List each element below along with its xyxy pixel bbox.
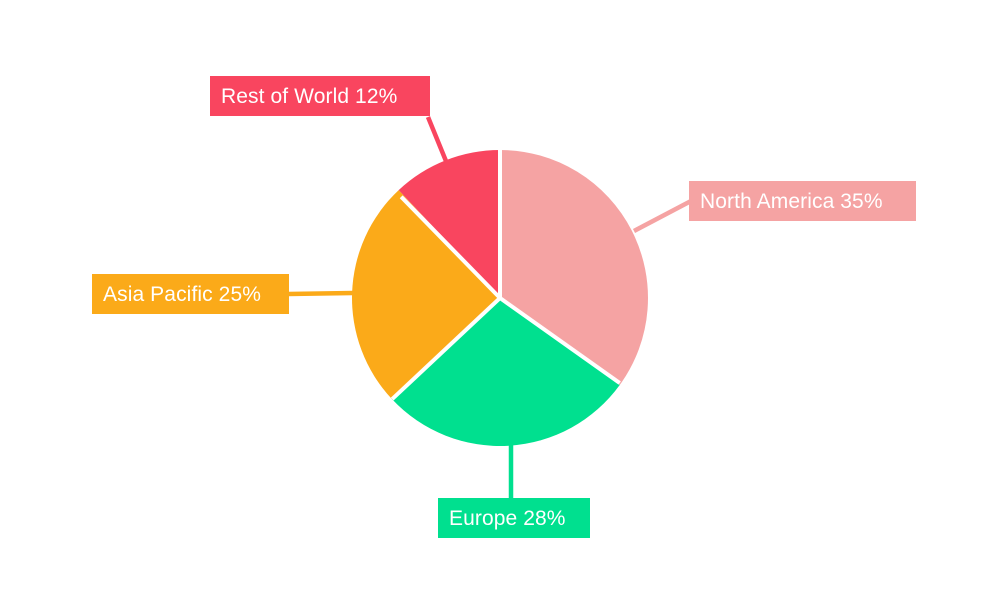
leader-line-asia-pacific xyxy=(287,290,354,297)
separator-north-america-europe xyxy=(498,296,621,385)
pie-slice-rest-of-world[interactable] xyxy=(398,150,500,298)
pie-label-rest-of-world-text: Rest of World 12% xyxy=(221,84,398,108)
slice-separators xyxy=(390,150,621,401)
leader-line-rest-of-world xyxy=(425,116,451,167)
pie-slices xyxy=(352,150,648,446)
pie-slice-north-america[interactable] xyxy=(500,150,648,385)
pie-label-rest-of-world[interactable]: Rest of World 12% xyxy=(210,76,430,116)
pie-label-north-america[interactable]: North America 35% xyxy=(689,181,916,221)
leader-line-north-america xyxy=(632,199,693,233)
separator-asia-pacific-rest-of-world xyxy=(399,195,502,300)
leader-lines xyxy=(287,116,693,500)
separator-europe-asia-pacific xyxy=(390,296,502,401)
pie-slice-asia-pacific[interactable] xyxy=(352,190,500,400)
pie-label-europe[interactable]: Europe 28% xyxy=(438,498,590,538)
pie-label-north-america-text: North America 35% xyxy=(700,189,883,213)
pie-label-asia-pacific[interactable]: Asia Pacific 25% xyxy=(92,274,289,314)
pie-slice-europe[interactable] xyxy=(392,298,620,446)
pie-label-europe-text: Europe 28% xyxy=(449,506,566,530)
pie-label-asia-pacific-text: Asia Pacific 25% xyxy=(103,282,262,306)
